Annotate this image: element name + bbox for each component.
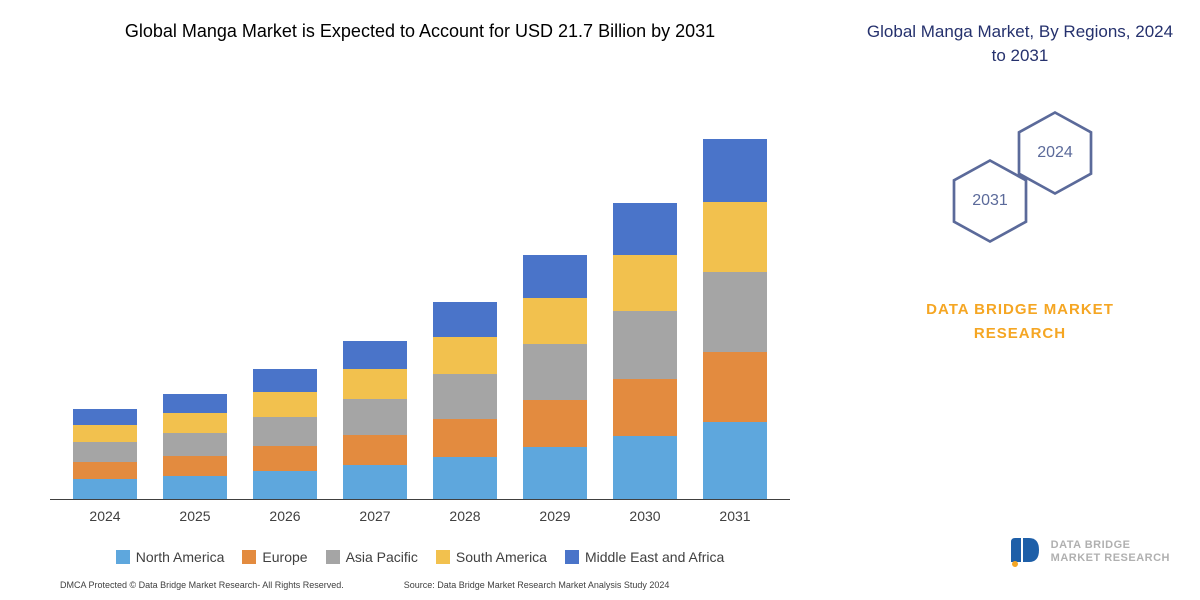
legend-swatch xyxy=(242,550,256,564)
stacked-bar-chart xyxy=(50,63,790,500)
segment-north-america xyxy=(343,465,407,499)
brand-name: DATA BRIDGE MARKET RESEARCH xyxy=(926,298,1114,346)
legend-swatch xyxy=(436,550,450,564)
x-axis: 2024 2025 2026 2027 2028 2029 2030 2031 xyxy=(50,500,790,524)
chart-container: 2024 2025 2026 2027 2028 2029 2030 2031 North A… xyxy=(50,63,790,565)
segment-middle-east-and-africa xyxy=(433,302,497,337)
x-label-2029: 2029 xyxy=(523,508,587,524)
segment-asia-pacific xyxy=(73,442,137,462)
segment-north-america xyxy=(163,476,227,499)
hex-label-2031: 2031 xyxy=(972,192,1008,210)
segment-europe xyxy=(613,379,677,436)
legend-item-middle-east-and-africa: Middle East and Africa xyxy=(565,549,724,565)
chart-title: Global Manga Market is Expected to Accou… xyxy=(50,20,790,43)
segment-south-america xyxy=(163,413,227,433)
segment-europe xyxy=(253,446,317,471)
info-panel: Global Manga Market, By Regions, 2024 to… xyxy=(820,0,1200,600)
segment-asia-pacific xyxy=(523,344,587,400)
segment-north-america xyxy=(73,479,137,499)
chart-panel: Global Manga Market is Expected to Accou… xyxy=(0,0,820,600)
legend-item-europe: Europe xyxy=(242,549,307,565)
segment-north-america xyxy=(703,422,767,499)
segment-middle-east-and-africa xyxy=(253,369,317,392)
logo-icon xyxy=(1007,534,1043,570)
legend-item-south-america: South America xyxy=(436,549,547,565)
x-label-2027: 2027 xyxy=(343,508,407,524)
segment-south-america xyxy=(253,392,317,417)
segment-north-america xyxy=(253,471,317,499)
footer: DMCA Protected © Data Bridge Market Rese… xyxy=(50,580,790,590)
segment-middle-east-and-africa xyxy=(163,394,227,413)
legend-label: South America xyxy=(456,549,547,565)
x-label-2026: 2026 xyxy=(253,508,317,524)
legend-item-asia-pacific: Asia Pacific xyxy=(326,549,418,565)
bar-2026 xyxy=(253,369,317,499)
bar-2024 xyxy=(73,409,137,499)
segment-north-america xyxy=(433,457,497,499)
segment-asia-pacific xyxy=(343,399,407,435)
segment-asia-pacific xyxy=(433,374,497,419)
segment-asia-pacific xyxy=(253,417,317,446)
bar-2028 xyxy=(433,302,497,499)
x-label-2025: 2025 xyxy=(163,508,227,524)
bar-2030 xyxy=(613,203,677,499)
segment-south-america xyxy=(523,298,587,344)
x-label-2030: 2030 xyxy=(613,508,677,524)
brand-line1: DATA BRIDGE MARKET xyxy=(926,301,1114,318)
chart-legend: North America Europe Asia Pacific South Ame… xyxy=(50,549,790,565)
bar-2029 xyxy=(523,255,587,499)
logo-text-line1: DATA BRIDGE xyxy=(1051,539,1131,551)
legend-item-north-america: North America xyxy=(116,549,225,565)
bar-2025 xyxy=(163,394,227,499)
segment-europe xyxy=(703,352,767,422)
segment-north-america xyxy=(523,447,587,499)
segment-middle-east-and-africa xyxy=(523,255,587,298)
segment-europe xyxy=(433,419,497,457)
legend-label: Middle East and Africa xyxy=(585,549,724,565)
legend-label: Europe xyxy=(262,549,307,565)
brand-line2: RESEARCH xyxy=(974,325,1066,342)
segment-europe xyxy=(73,462,137,479)
segment-europe xyxy=(343,435,407,465)
legend-label: Asia Pacific xyxy=(346,549,418,565)
segment-asia-pacific xyxy=(613,311,677,379)
x-label-2028: 2028 xyxy=(433,508,497,524)
segment-south-america xyxy=(343,369,407,399)
legend-label: North America xyxy=(136,549,225,565)
bar-2027 xyxy=(343,341,407,499)
hexagon-2031: 2031 xyxy=(945,156,1035,246)
legend-swatch xyxy=(565,550,579,564)
segment-north-america xyxy=(613,436,677,499)
segment-middle-east-and-africa xyxy=(343,341,407,369)
segment-middle-east-and-africa xyxy=(703,139,767,202)
legend-swatch xyxy=(326,550,340,564)
bar-2031 xyxy=(703,139,767,499)
logo-text-line2: MARKET RESEARCH xyxy=(1051,552,1170,564)
segment-asia-pacific xyxy=(163,433,227,456)
segment-middle-east-and-africa xyxy=(613,203,677,255)
segment-south-america xyxy=(613,255,677,311)
hexagon-group: 2024 2031 xyxy=(920,108,1120,258)
segment-asia-pacific xyxy=(703,272,767,352)
logo-text: DATA BRIDGE MARKET RESEARCH xyxy=(1051,539,1170,565)
segment-south-america xyxy=(703,202,767,272)
x-label-2031: 2031 xyxy=(703,508,767,524)
copyright-text: DMCA Protected © Data Bridge Market Rese… xyxy=(60,580,344,590)
segment-middle-east-and-africa xyxy=(73,409,137,425)
segment-south-america xyxy=(73,425,137,442)
info-title: Global Manga Market, By Regions, 2024 to… xyxy=(860,20,1180,68)
segment-europe xyxy=(163,456,227,476)
segment-south-america xyxy=(433,337,497,374)
company-logo: DATA BRIDGE MARKET RESEARCH xyxy=(1007,534,1170,570)
source-text: Source: Data Bridge Market Research Mark… xyxy=(404,580,670,590)
legend-swatch xyxy=(116,550,130,564)
hex-label-2024: 2024 xyxy=(1037,144,1073,162)
x-label-2024: 2024 xyxy=(73,508,137,524)
segment-europe xyxy=(523,400,587,447)
